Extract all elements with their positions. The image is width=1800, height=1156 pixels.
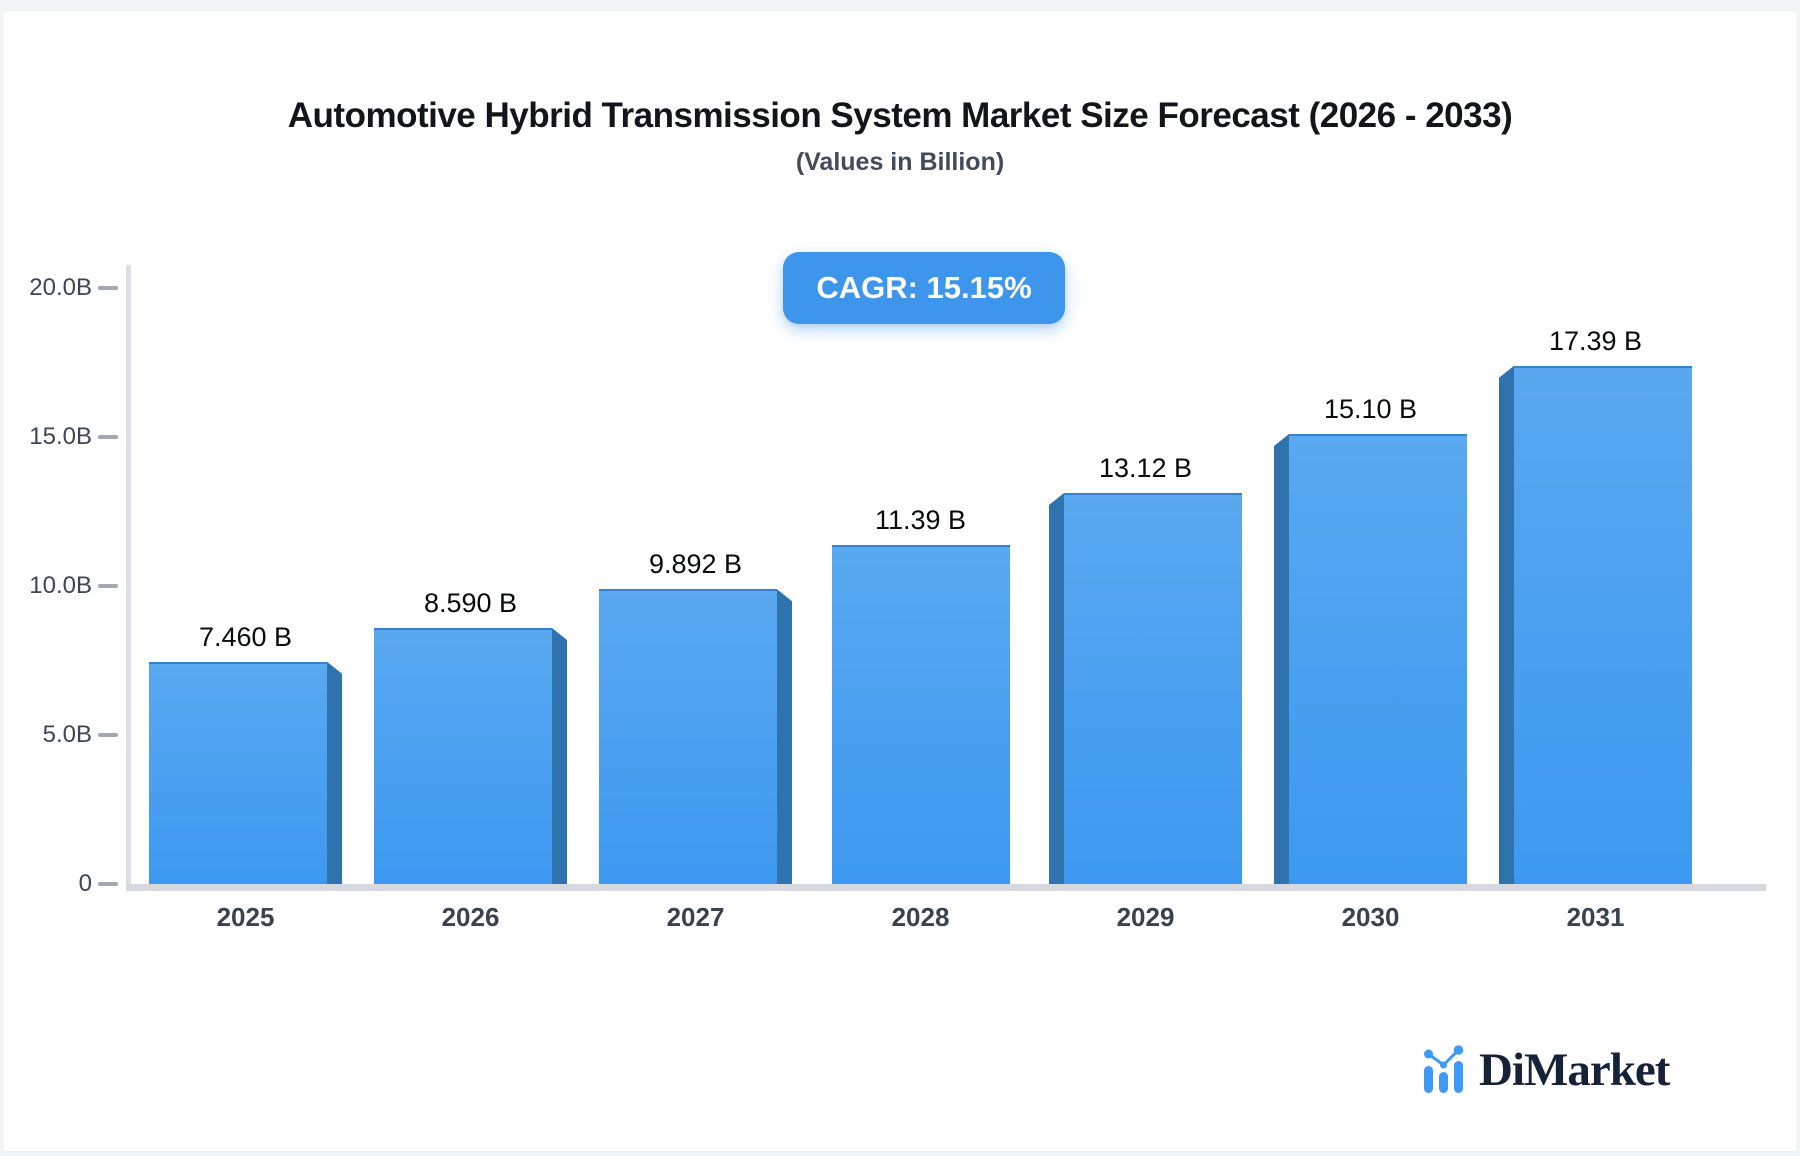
y-axis-tick-mark — [98, 882, 118, 886]
bar-face — [374, 628, 552, 884]
x-axis-label-2030: 2030 — [1341, 902, 1400, 932]
bar-chart-logo-icon — [1424, 1045, 1464, 1093]
bar-value-label: 8.590 B — [423, 588, 518, 619]
bar-2026[interactable] — [374, 628, 567, 884]
bar-value-label: 15.10 B — [1323, 394, 1418, 425]
x-axis-label-2029: 2029 — [1116, 902, 1175, 932]
x-axis-baseline — [126, 884, 1766, 891]
x-axis-label-2027: 2027 — [666, 902, 725, 932]
bar-3d-side — [777, 589, 792, 884]
y-axis-tick-mark — [98, 286, 118, 290]
bar-face — [831, 544, 1010, 884]
bar-2027[interactable] — [599, 589, 792, 884]
cagr-badge: CAGR: 15.15% — [783, 252, 1065, 324]
bar-face — [599, 589, 777, 884]
y-axis-tick-label: 15.0B — [29, 423, 92, 450]
x-axis-label-2028: 2028 — [891, 902, 950, 932]
bar-face — [1514, 365, 1692, 884]
y-axis-tick-mark — [98, 733, 118, 737]
y-axis-tick-mark — [98, 584, 118, 588]
bar-2029[interactable] — [1049, 493, 1242, 884]
y-axis-line — [126, 265, 131, 886]
y-axis-tick-label: 5.0B — [42, 721, 92, 748]
x-axis-label-2031: 2031 — [1566, 902, 1625, 932]
bar-3d-side — [1499, 365, 1514, 884]
bar-value-label: 11.39 B — [874, 504, 967, 535]
bar-3d-side — [327, 661, 342, 884]
bar-value-label: 9.892 B — [648, 549, 743, 580]
y-axis-tick-label: 0 — [78, 870, 92, 897]
bar-3d-side — [1274, 434, 1289, 884]
bar-2025[interactable] — [149, 661, 342, 884]
bar-face — [1064, 493, 1242, 884]
bar-2030[interactable] — [1274, 434, 1467, 884]
bar-2031[interactable] — [1499, 365, 1692, 884]
bar-value-label: 17.39 B — [1548, 325, 1643, 356]
page-subtitle: (Values in Billion) — [795, 148, 1005, 176]
bar-3d-side — [1049, 493, 1064, 884]
brand-logo-text: DiMarket — [1479, 1044, 1670, 1096]
bar-value-label: 13.12 B — [1098, 453, 1193, 484]
y-axis-tick-label: 20.0B — [29, 274, 92, 301]
bar-3d-side — [552, 628, 567, 884]
x-axis-label-2025: 2025 — [216, 902, 275, 932]
page-title: Automotive Hybrid Transmission System Ma… — [287, 96, 1513, 135]
bar-2028[interactable] — [831, 544, 1010, 884]
bar-face — [1289, 434, 1467, 884]
brand-logo: DiMarket — [1422, 1040, 1670, 1096]
x-axis-label-2026: 2026 — [441, 902, 500, 932]
y-axis-tick-mark — [98, 435, 118, 439]
y-axis-tick-label: 10.0B — [29, 572, 92, 599]
bar-value-label: 7.460 B — [198, 621, 293, 652]
bar-face — [149, 661, 327, 884]
